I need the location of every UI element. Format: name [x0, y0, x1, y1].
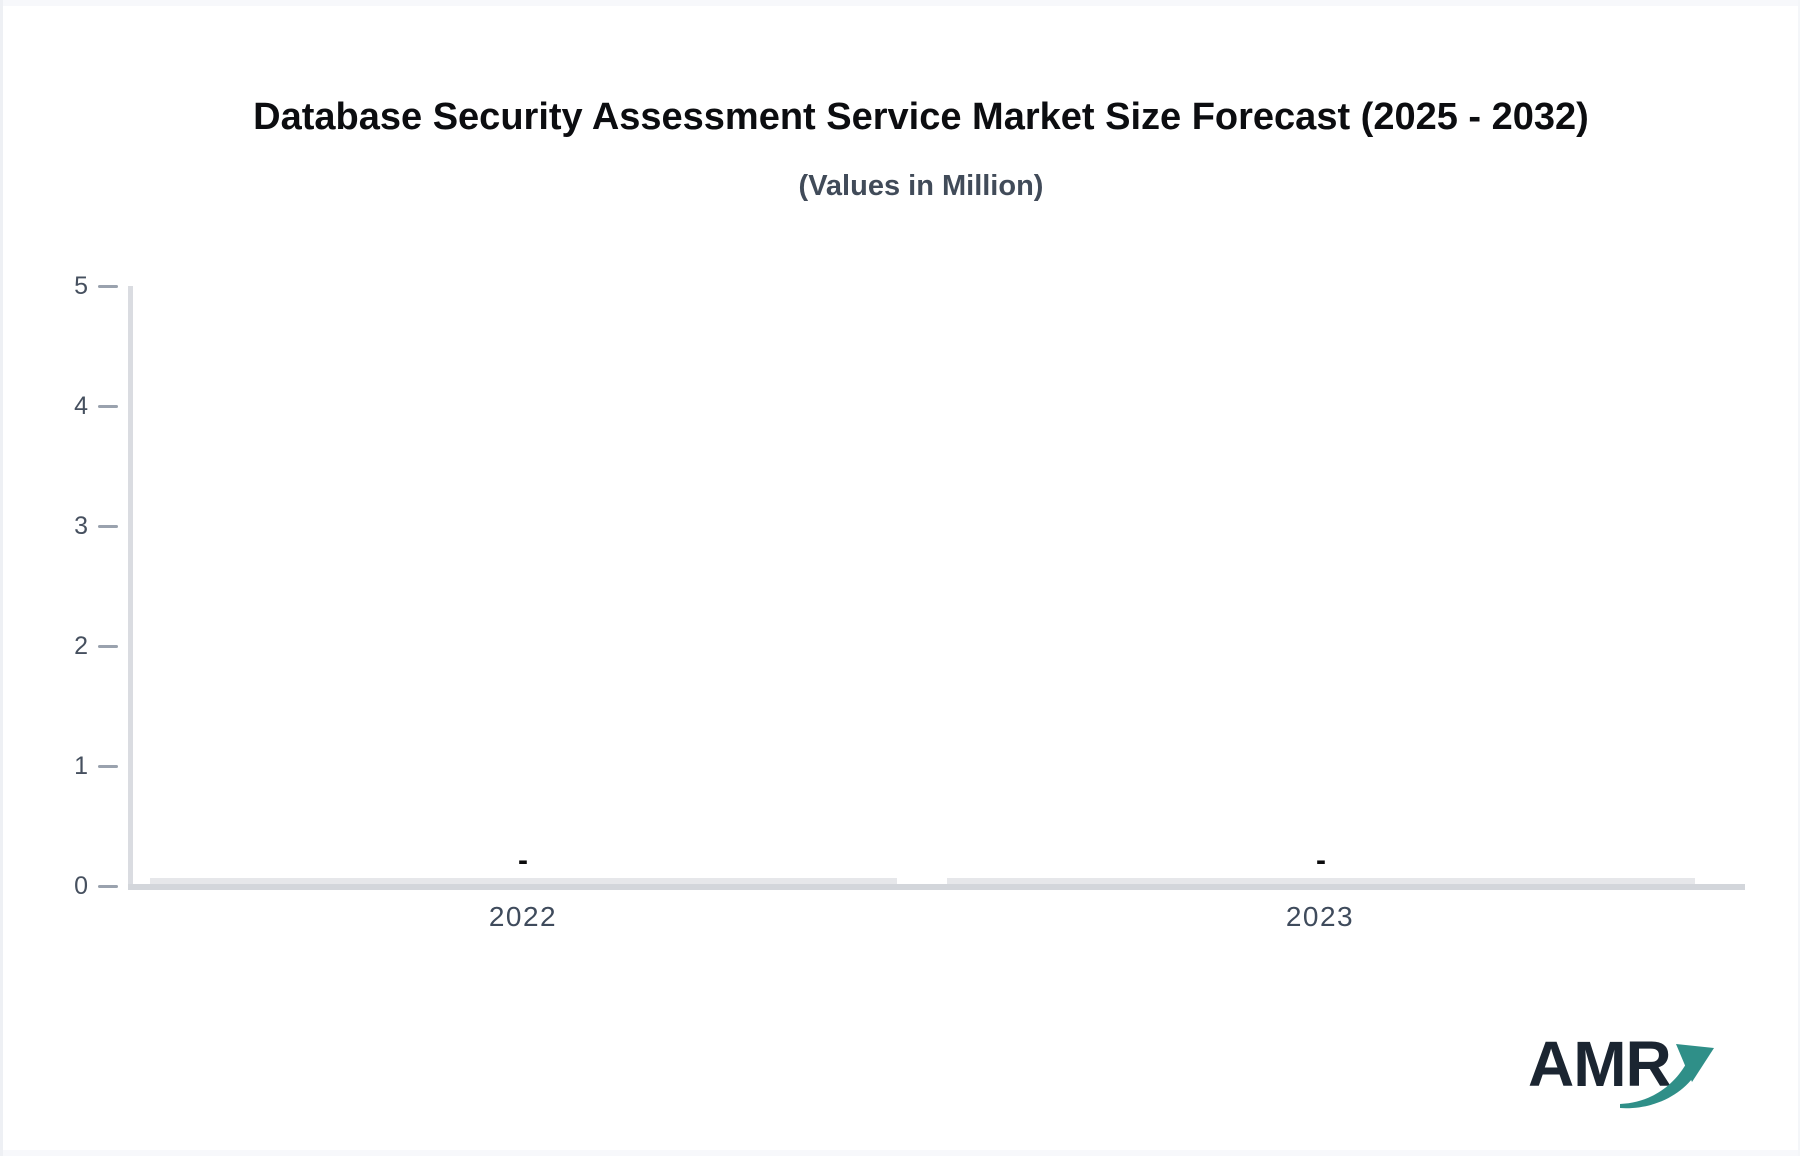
bar-2022	[150, 878, 897, 884]
y-axis-tick-label: 5	[74, 272, 88, 300]
y-axis-tick-mark	[98, 765, 118, 768]
y-axis-tick-mark	[98, 285, 118, 288]
y-axis-tick-label: 3	[74, 512, 88, 540]
y-axis-tick-mark	[98, 405, 118, 408]
chart-subtitle: (Values in Million)	[798, 170, 1044, 202]
frame-right	[1798, 0, 1800, 1156]
y-axis-tick-label: 1	[74, 752, 88, 780]
frame-top	[0, 0, 1800, 6]
y-axis-tick-label: 0	[74, 872, 88, 900]
frame-bottom	[0, 1150, 1800, 1156]
frame-left	[0, 0, 3, 1156]
chart-title: Database Security Assessment Service Mar…	[253, 96, 1589, 138]
y-axis-tick-mark	[98, 885, 118, 888]
y-axis-tick-label: 4	[74, 392, 88, 420]
amr-logo: AMR	[1520, 1022, 1730, 1112]
x-axis-label-2022: 2022	[488, 901, 558, 932]
bar-2023	[947, 878, 1695, 884]
x-axis-label-2023: 2023	[1285, 901, 1355, 932]
y-axis-tick-label: 2	[74, 632, 88, 660]
y-axis-line	[128, 286, 133, 890]
data-label-2023: -	[1316, 844, 1326, 877]
growth-arrow-icon	[1620, 1044, 1714, 1109]
x-axis-line	[128, 884, 1745, 890]
amr-logo-text: AMR	[1528, 1028, 1672, 1100]
y-axis-tick-mark	[98, 645, 118, 648]
data-label-2022: -	[518, 844, 528, 877]
y-axis-tick-mark	[98, 525, 118, 528]
